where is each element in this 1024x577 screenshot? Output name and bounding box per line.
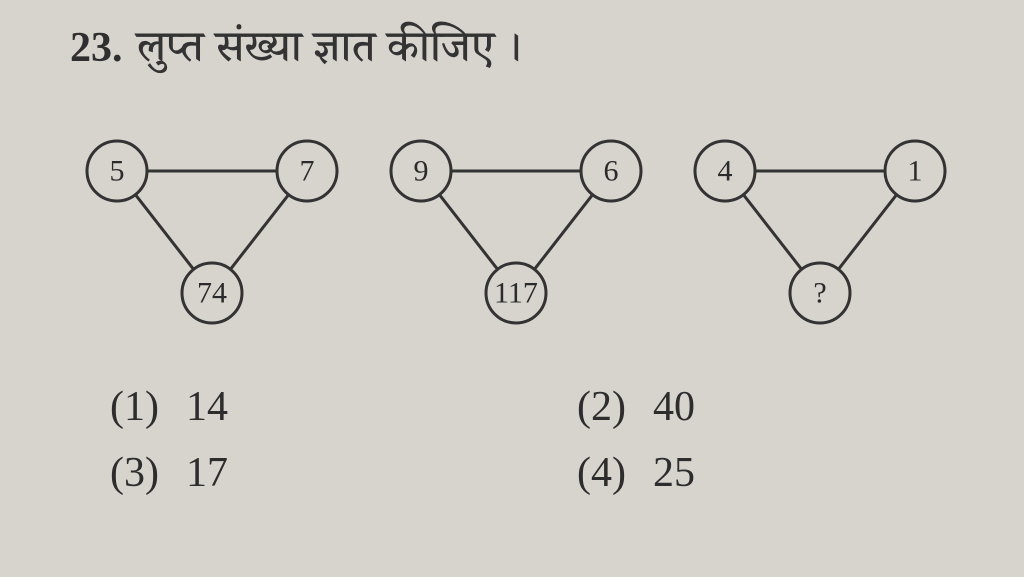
node-bottom: 74 [182, 263, 242, 323]
option-value: 40 [653, 383, 695, 431]
option-2: (2) 40 [577, 383, 984, 431]
triangle-svg: 9 6 117 [376, 123, 656, 343]
svg-text:?: ? [813, 277, 826, 310]
svg-text:6: 6 [604, 155, 619, 188]
question-number: 23. [70, 24, 123, 72]
option-4: (4) 25 [577, 449, 984, 497]
option-label: (2) [577, 383, 637, 431]
svg-text:7: 7 [300, 155, 315, 188]
node-bottom: ? [790, 263, 850, 323]
node-top-right: 7 [277, 141, 337, 201]
option-value: 17 [186, 449, 228, 497]
option-value: 14 [186, 383, 228, 431]
triangle-diagram: 4 1 ? [680, 123, 960, 343]
svg-text:5: 5 [110, 155, 125, 188]
svg-text:9: 9 [414, 155, 429, 188]
svg-text:1: 1 [908, 155, 923, 188]
question-text: लुप्त संख्या ज्ञात कीजिए । [137, 20, 523, 89]
node-top-right: 1 [885, 141, 945, 201]
options-grid: (1) 14 (2) 40 (3) 17 (4) 25 [110, 383, 984, 497]
node-top-left: 4 [695, 141, 755, 201]
option-3: (3) 17 [110, 449, 517, 497]
option-label: (1) [110, 383, 170, 431]
svg-text:117: 117 [494, 277, 538, 310]
svg-text:4: 4 [718, 155, 733, 188]
node-top-left: 5 [87, 141, 147, 201]
triangle-diagram: 9 6 117 [376, 123, 656, 343]
option-label: (4) [577, 449, 637, 497]
triangle-diagram: 5 7 74 [72, 123, 352, 343]
option-1: (1) 14 [110, 383, 517, 431]
node-top-left: 9 [391, 141, 451, 201]
triangle-svg: 5 7 74 [72, 123, 352, 343]
question-row: 23. लुप्त संख्या ज्ञात कीजिए । [70, 20, 984, 89]
option-label: (3) [110, 449, 170, 497]
svg-text:74: 74 [197, 277, 227, 310]
diagrams-container: 5 7 74 9 6 117 4 1 ? [72, 123, 984, 343]
node-top-right: 6 [581, 141, 641, 201]
triangle-svg: 4 1 ? [680, 123, 960, 343]
option-value: 25 [653, 449, 695, 497]
node-bottom: 117 [486, 263, 546, 323]
